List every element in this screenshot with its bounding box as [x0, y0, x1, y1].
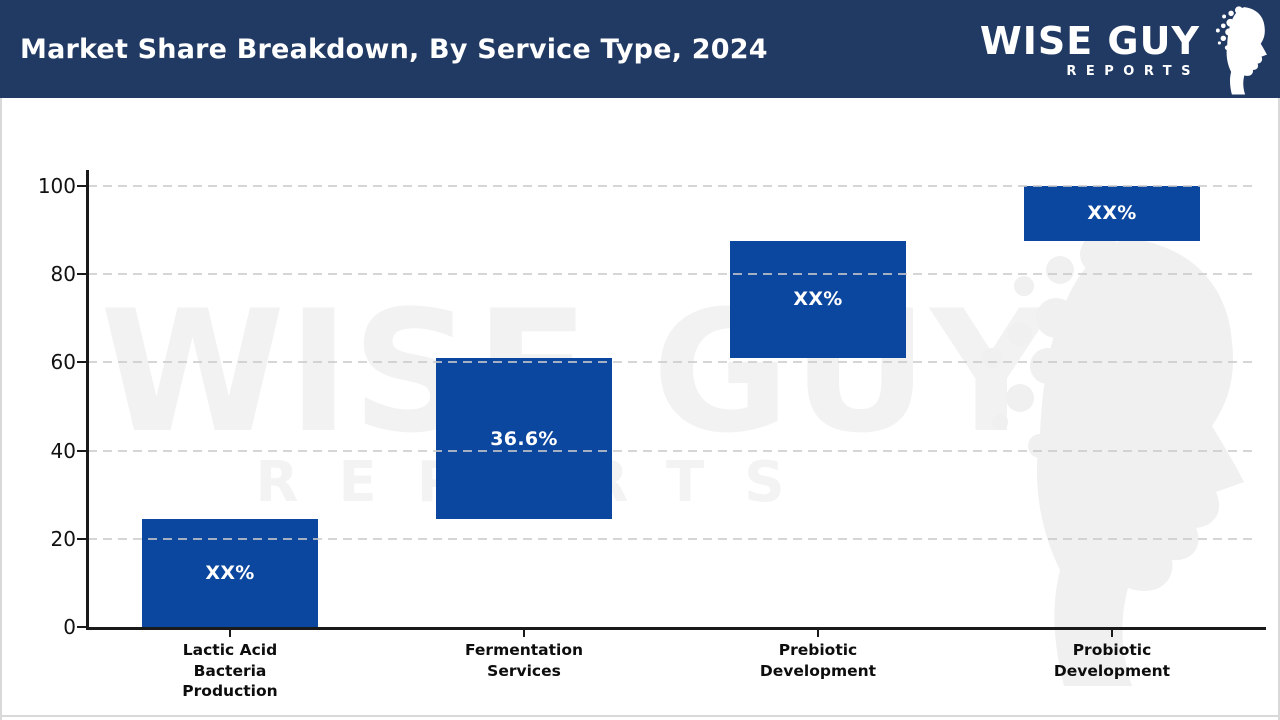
bar-value-label: XX% — [793, 288, 843, 311]
x-category-label: Prebiotic Development — [703, 640, 933, 681]
bar-segment: XX% — [142, 519, 318, 627]
y-tick-40 — [77, 449, 86, 452]
x-category-label-line: Development — [759, 661, 877, 680]
x-category-label: Fermentation Services — [409, 640, 639, 681]
x-category-label-line: Bacteria — [193, 661, 267, 680]
gridline-100 — [88, 185, 1256, 187]
y-tick-20 — [77, 537, 86, 540]
x-category-label-line: Services — [487, 661, 561, 680]
figure-border-bottom — [0, 715, 1280, 717]
bar-segment: XX% — [1024, 186, 1200, 241]
bar-value-label: 36.6% — [490, 427, 558, 450]
bar-segment: XX% — [730, 240, 906, 358]
header-bar: Market Share Breakdown, By Service Type,… — [0, 0, 1280, 98]
x-category-label: Probiotic Development — [997, 640, 1227, 681]
y-tick-label-80: 80 — [50, 262, 76, 287]
gridline-80 — [88, 273, 1256, 276]
x-tick — [523, 629, 525, 637]
x-category-label-line: Lactic Acid — [182, 641, 278, 659]
x-tick — [1111, 629, 1113, 637]
y-tick-label-100: 100 — [37, 174, 76, 198]
bar-value-label: XX% — [205, 562, 255, 585]
bar-value-label: XX% — [1087, 202, 1137, 225]
page-title: Market Share Breakdown, By Service Type,… — [20, 33, 768, 65]
gridline-60 — [88, 361, 1256, 364]
x-tick — [817, 629, 819, 637]
x-tick — [229, 629, 231, 637]
brand-logo-text: WISE GUY REPORTS — [980, 21, 1200, 79]
brand-logo: WISE GUY REPORTS — [980, 4, 1274, 96]
y-tick-label-0: 0 — [63, 615, 76, 639]
brand-name: WISE GUY — [979, 19, 1200, 63]
y-tick-60 — [77, 361, 86, 364]
x-category-label-line: Development — [1053, 661, 1171, 680]
x-category-label-line: Probiotic — [1072, 641, 1152, 659]
x-category-label: Lactic Acid Bacteria Production — [115, 640, 345, 702]
gridline-40 — [88, 449, 1256, 452]
figure-border-left — [0, 98, 2, 720]
dotted-head-icon — [1215, 6, 1267, 95]
watermark-head-icon — [982, 234, 1244, 686]
y-tick-80 — [77, 273, 86, 276]
x-axis-spine — [86, 627, 1266, 630]
gridline-20 — [88, 537, 1256, 540]
y-tick-100 — [77, 185, 86, 187]
figure-border-right — [1278, 98, 1280, 720]
brand-subname: REPORTS — [1066, 64, 1200, 79]
y-tick-label-60: 60 — [50, 350, 76, 375]
x-category-label-line: Fermentation — [464, 641, 584, 659]
y-axis-spine — [86, 170, 89, 630]
x-category-label-line: Production — [182, 682, 278, 700]
y-tick-label-20: 20 — [50, 526, 76, 551]
x-category-label-line: Prebiotic — [778, 641, 858, 659]
y-tick-label-40: 40 — [50, 438, 76, 463]
bar-segment: 36.6% — [436, 357, 612, 520]
y-tick-0 — [77, 626, 86, 628]
